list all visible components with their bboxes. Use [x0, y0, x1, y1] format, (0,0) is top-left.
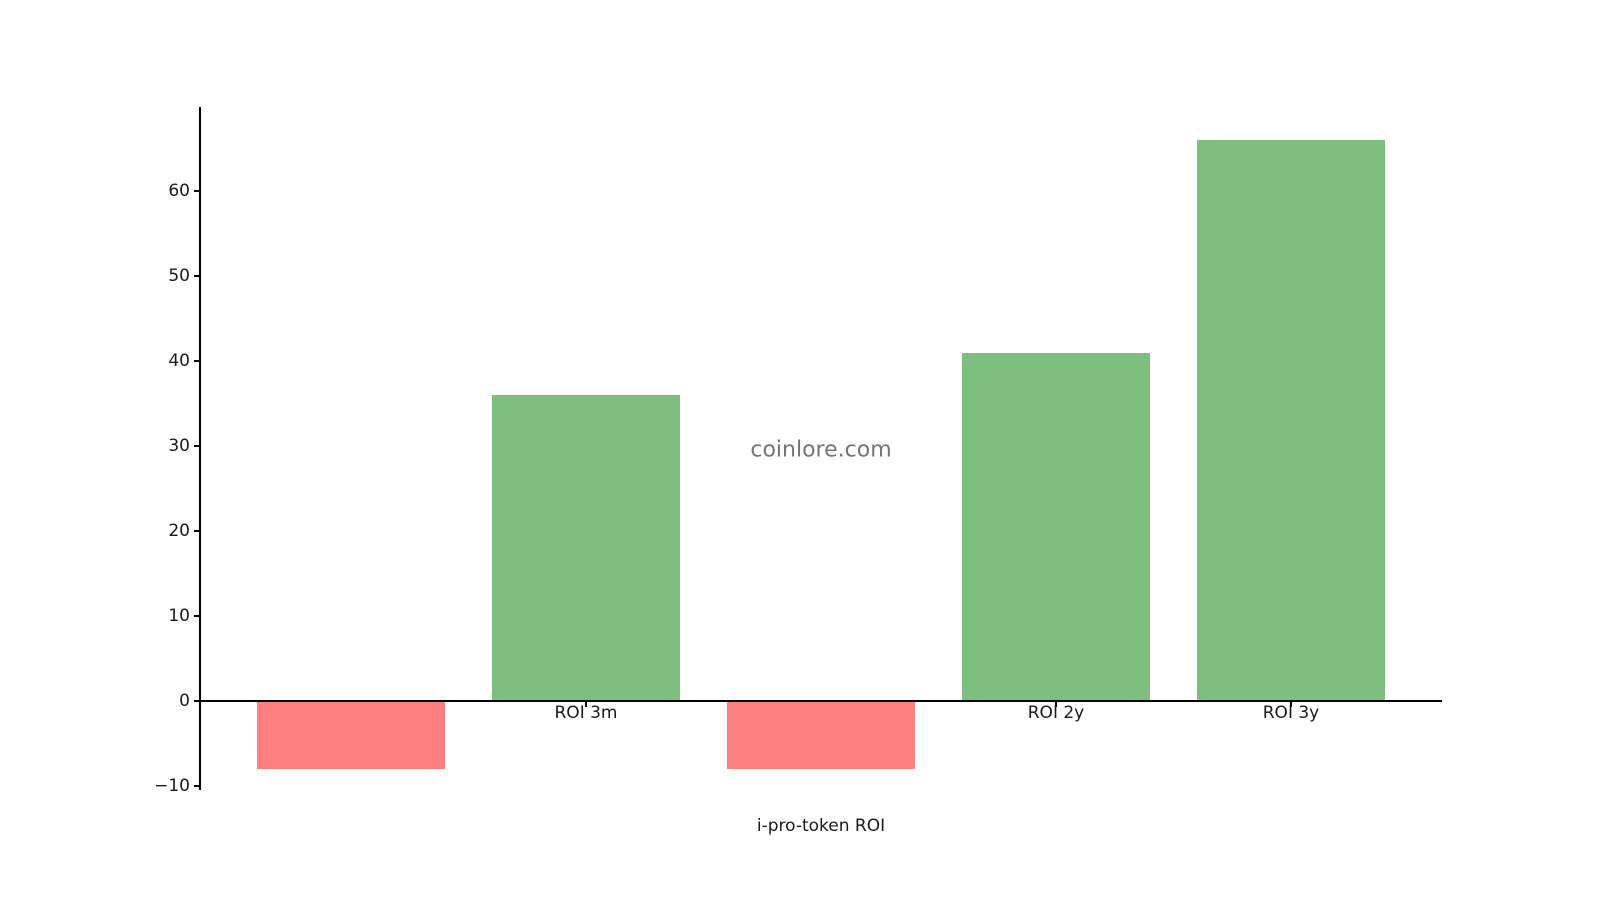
y-tick-mark: [194, 530, 199, 532]
y-tick-label: 20: [168, 521, 190, 541]
y-tick-label: 0: [179, 691, 190, 711]
y-tick-label: −10: [154, 776, 190, 796]
y-tick-label: 40: [168, 351, 190, 371]
y-tick-mark: [194, 615, 199, 617]
y-tick-mark: [194, 190, 199, 192]
x-axis-line: [199, 700, 1442, 702]
x-tick-label: ROI 3y: [1262, 703, 1320, 723]
bar-unlabeled-0: [257, 701, 445, 769]
y-tick-label: 60: [168, 181, 190, 201]
y-tick-label: 30: [168, 436, 190, 456]
y-tick-label: 50: [168, 266, 190, 286]
x-tick-label: ROI 3m: [554, 703, 618, 723]
y-tick-label: 10: [168, 606, 190, 626]
x-tick-label: ROI 2y: [1027, 703, 1085, 723]
y-tick-mark: [194, 445, 199, 447]
bar-roi-2y: [962, 352, 1150, 701]
y-axis-line: [199, 107, 201, 790]
bar-roi-3m: [492, 395, 680, 701]
x-tick-mark: [1055, 701, 1057, 707]
y-tick-mark: [194, 275, 199, 277]
x-tick-mark: [1290, 701, 1292, 707]
y-tick-mark: [194, 700, 199, 702]
watermark: coinlore.com: [750, 437, 892, 463]
y-tick-mark: [194, 785, 199, 787]
bar-roi-3y: [1197, 140, 1385, 701]
bar-unlabeled-2: [727, 701, 915, 769]
y-tick-mark: [194, 360, 199, 362]
x-axis-title: i-pro-token ROI: [756, 816, 886, 836]
x-tick-mark: [585, 701, 587, 707]
